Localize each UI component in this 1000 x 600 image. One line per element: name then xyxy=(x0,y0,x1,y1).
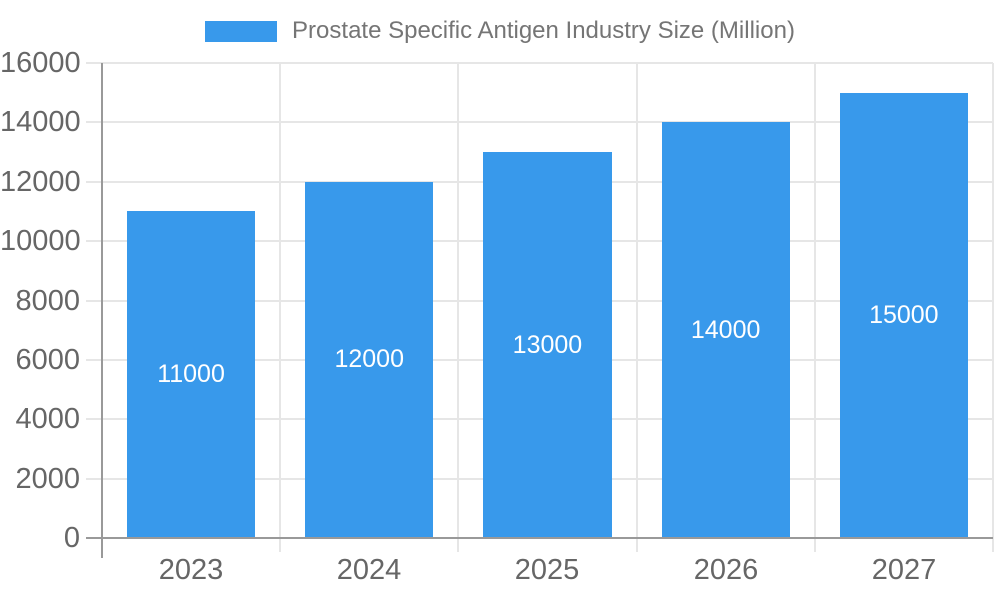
y-axis-tick-label: 10000 xyxy=(0,225,81,257)
x-axis-tick-label: 2023 xyxy=(158,554,224,586)
y-gridline xyxy=(86,121,993,123)
y-axis-tick-label: 4000 xyxy=(15,403,80,435)
x-gridline xyxy=(457,63,459,552)
bar-value-label: 15000 xyxy=(869,300,939,329)
y-axis-tick-label: 6000 xyxy=(15,344,80,376)
bar-value-label: 13000 xyxy=(512,330,583,359)
bar-2025[interactable]: 13000 xyxy=(483,152,612,538)
x-axis-tick-label: 2026 xyxy=(693,554,759,586)
bar-value-label: 12000 xyxy=(334,345,404,374)
bar-2027[interactable]: 15000 xyxy=(839,92,968,538)
y-axis-tick-label: 0 xyxy=(63,522,80,554)
y-axis-line xyxy=(101,63,103,558)
y-axis-tick-label: 8000 xyxy=(15,285,80,317)
bar-2023[interactable]: 11000 xyxy=(126,211,256,538)
bar-value-label: 14000 xyxy=(690,315,761,344)
bar-value-label: 11000 xyxy=(157,360,225,389)
y-axis-tick-label: 12000 xyxy=(0,166,81,198)
x-gridline xyxy=(636,63,638,552)
y-axis-tick-label: 16000 xyxy=(0,47,81,79)
x-axis-line xyxy=(86,537,993,539)
x-axis-tick-label: 2025 xyxy=(514,554,580,586)
y-gridline xyxy=(86,62,993,64)
bar-2026[interactable]: 14000 xyxy=(661,122,790,538)
x-axis-tick-label: 2027 xyxy=(871,554,937,586)
x-gridline xyxy=(992,63,994,552)
legend-swatch-icon xyxy=(205,20,278,42)
x-gridline xyxy=(814,63,816,552)
bar-2024[interactable]: 12000 xyxy=(305,181,434,539)
y-axis-tick-label: 14000 xyxy=(0,106,81,138)
legend[interactable]: Prostate Specific Antigen Industry Size … xyxy=(0,12,1000,50)
legend-label: Prostate Specific Antigen Industry Size … xyxy=(292,17,795,44)
x-axis-tick-label: 2024 xyxy=(336,554,402,586)
y-axis-tick-label: 2000 xyxy=(15,463,80,495)
x-gridline xyxy=(279,63,281,552)
